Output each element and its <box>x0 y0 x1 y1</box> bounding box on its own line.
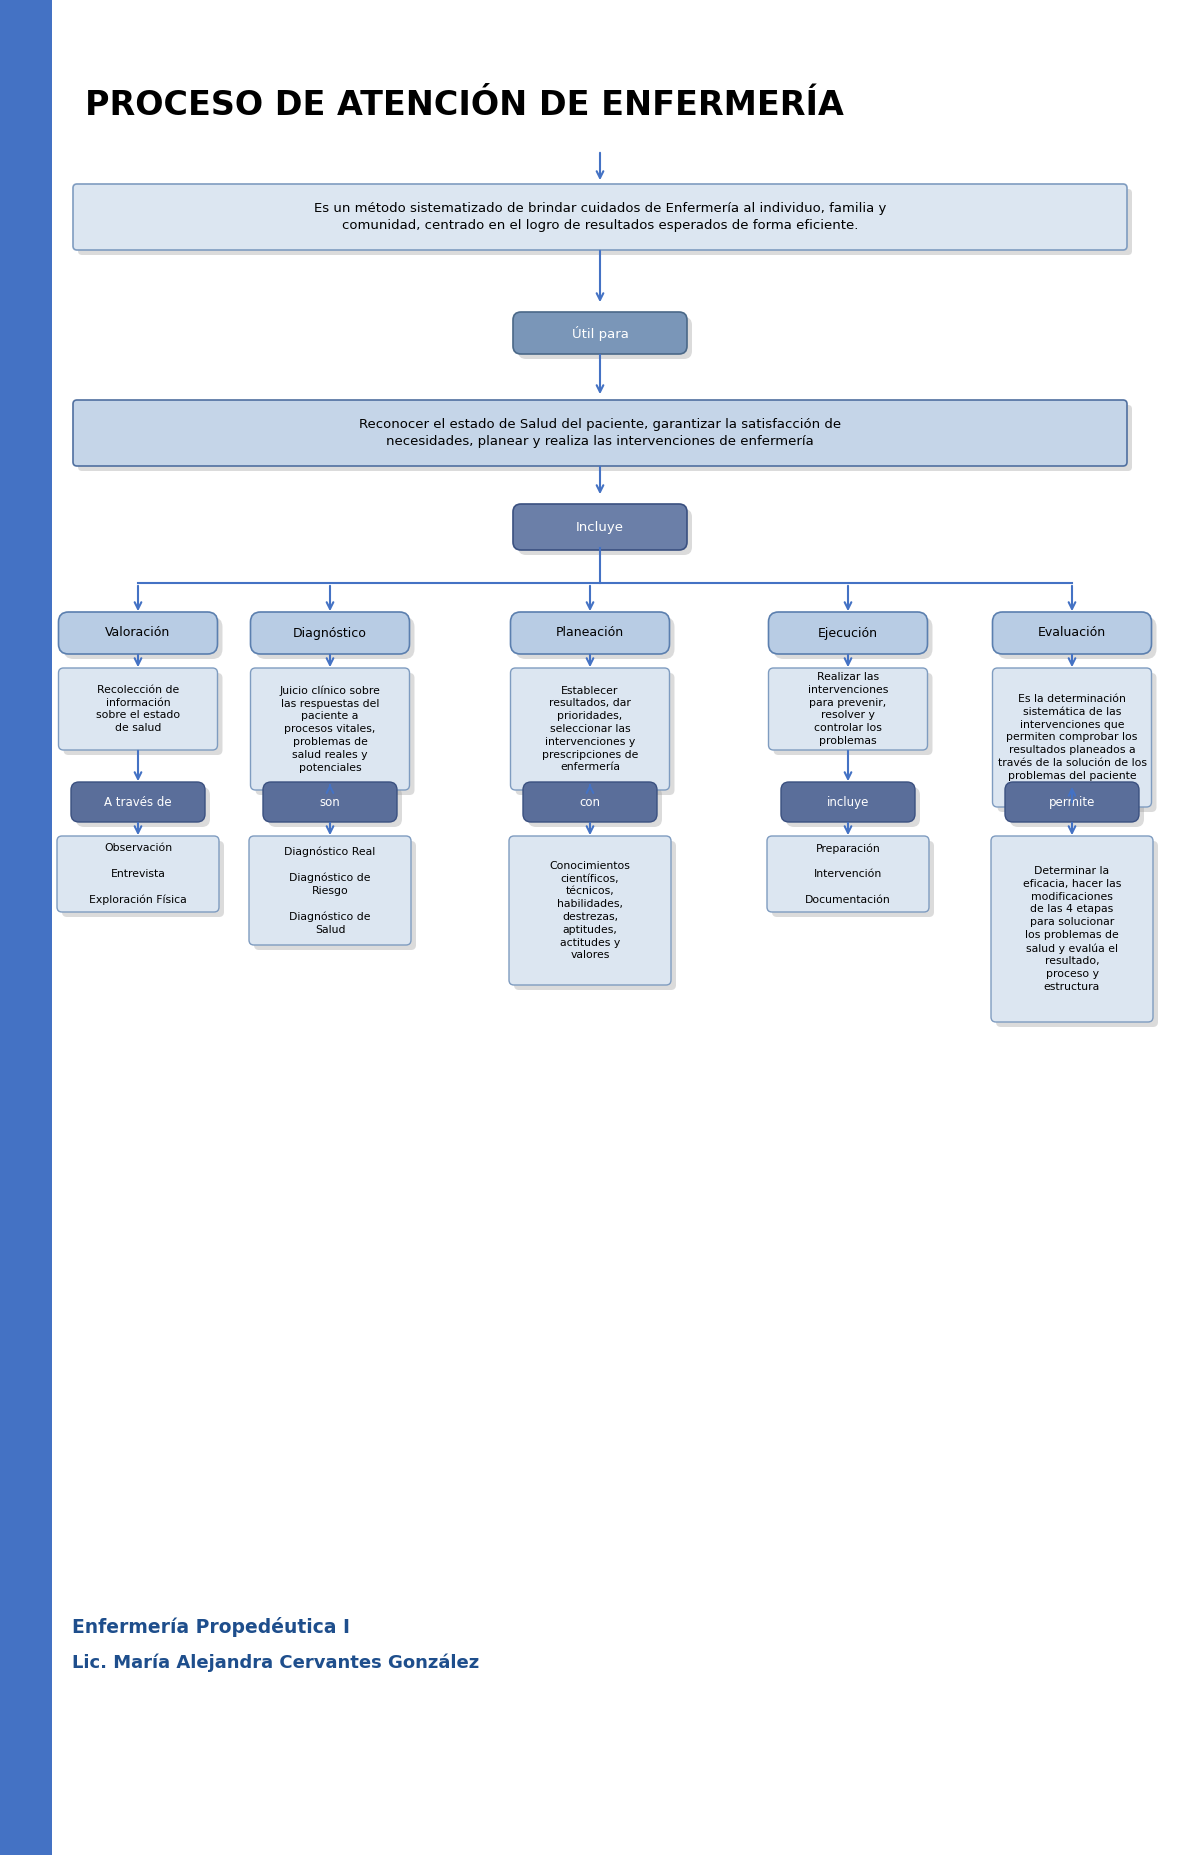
FancyBboxPatch shape <box>78 189 1132 254</box>
FancyBboxPatch shape <box>996 840 1158 1028</box>
FancyBboxPatch shape <box>78 404 1132 471</box>
Text: permite: permite <box>1049 796 1096 809</box>
Text: Evaluación: Evaluación <box>1038 627 1106 640</box>
FancyBboxPatch shape <box>256 618 414 659</box>
FancyBboxPatch shape <box>73 184 1127 250</box>
Text: Es la determinación
sistemática de las
intervenciones que
permiten comprobar los: Es la determinación sistemática de las i… <box>997 694 1146 781</box>
FancyBboxPatch shape <box>76 787 210 827</box>
FancyBboxPatch shape <box>514 840 676 991</box>
FancyBboxPatch shape <box>510 668 670 790</box>
Text: Observación

Entrevista

Exploración Física: Observación Entrevista Exploración Físic… <box>89 842 187 905</box>
FancyBboxPatch shape <box>768 612 928 655</box>
Text: Útil para: Útil para <box>571 325 629 341</box>
Text: PROCESO DE ATENCIÓN DE ENFERMERÍA: PROCESO DE ATENCIÓN DE ENFERMERÍA <box>85 89 844 121</box>
Text: Preparación

Intervención

Documentación: Preparación Intervención Documentación <box>805 844 890 905</box>
FancyBboxPatch shape <box>1006 783 1139 822</box>
Text: incluye: incluye <box>827 796 869 809</box>
FancyBboxPatch shape <box>991 837 1153 1022</box>
FancyBboxPatch shape <box>774 618 932 659</box>
Text: Valoración: Valoración <box>106 627 170 640</box>
FancyBboxPatch shape <box>992 612 1152 655</box>
FancyBboxPatch shape <box>64 618 222 659</box>
FancyBboxPatch shape <box>59 612 217 655</box>
Text: son: son <box>319 796 341 809</box>
FancyBboxPatch shape <box>523 783 658 822</box>
FancyBboxPatch shape <box>997 618 1157 659</box>
FancyBboxPatch shape <box>62 840 224 916</box>
Text: Enfermería Propedéutica I: Enfermería Propedéutica I <box>72 1618 350 1636</box>
FancyBboxPatch shape <box>73 401 1127 466</box>
FancyBboxPatch shape <box>772 840 934 916</box>
Text: Determinar la
eficacia, hacer las
modificaciones
de las 4 etapas
para solucionar: Determinar la eficacia, hacer las modifi… <box>1022 866 1121 992</box>
Text: Diagnóstico: Diagnóstico <box>293 627 367 640</box>
Text: Es un método sistematizado de brindar cuidados de Enfermería al individuo, famil: Es un método sistematizado de brindar cu… <box>314 202 886 232</box>
Text: Conocimientos
científicos,
técnicos,
habilidades,
destrezas,
aptitudes,
actitude: Conocimientos científicos, técnicos, hab… <box>550 861 630 961</box>
FancyBboxPatch shape <box>71 783 205 822</box>
Text: Recolección de
información
sobre el estado
de salud: Recolección de información sobre el esta… <box>96 684 180 733</box>
FancyBboxPatch shape <box>509 837 671 985</box>
FancyBboxPatch shape <box>1010 787 1144 827</box>
FancyBboxPatch shape <box>992 668 1152 807</box>
FancyBboxPatch shape <box>516 618 674 659</box>
FancyBboxPatch shape <box>514 312 688 354</box>
FancyBboxPatch shape <box>64 673 222 755</box>
FancyBboxPatch shape <box>786 787 920 827</box>
FancyBboxPatch shape <box>518 508 692 555</box>
Text: A través de: A través de <box>104 796 172 809</box>
Text: Diagnóstico Real

Diagnóstico de
Riesgo

Diagnóstico de
Salud: Diagnóstico Real Diagnóstico de Riesgo D… <box>284 846 376 935</box>
Text: Incluye: Incluye <box>576 521 624 534</box>
Text: Establecer
resultados, dar
prioridades,
seleccionar las
intervenciones y
prescri: Establecer resultados, dar prioridades, … <box>542 686 638 772</box>
FancyBboxPatch shape <box>59 668 217 749</box>
FancyBboxPatch shape <box>768 668 928 749</box>
FancyBboxPatch shape <box>268 787 402 827</box>
FancyBboxPatch shape <box>767 837 929 913</box>
FancyBboxPatch shape <box>510 612 670 655</box>
Text: Lic. María Alejandra Cervantes González: Lic. María Alejandra Cervantes González <box>72 1655 479 1671</box>
FancyBboxPatch shape <box>774 673 932 755</box>
Text: con: con <box>580 796 600 809</box>
FancyBboxPatch shape <box>781 783 916 822</box>
FancyBboxPatch shape <box>263 783 397 822</box>
FancyBboxPatch shape <box>251 612 409 655</box>
Text: Ejecución: Ejecución <box>818 627 878 640</box>
FancyBboxPatch shape <box>250 837 410 944</box>
FancyBboxPatch shape <box>514 505 688 549</box>
FancyBboxPatch shape <box>997 673 1157 812</box>
FancyBboxPatch shape <box>56 837 220 913</box>
Bar <box>0 0 52 1855</box>
Text: Reconocer el estado de Salud del paciente, garantizar la satisfacción de
necesid: Reconocer el estado de Salud del pacient… <box>359 417 841 447</box>
FancyBboxPatch shape <box>251 668 409 790</box>
Text: Realizar las
intervenciones
para prevenir,
resolver y
controlar los
problemas: Realizar las intervenciones para preveni… <box>808 672 888 746</box>
Text: Planeación: Planeación <box>556 627 624 640</box>
FancyBboxPatch shape <box>254 840 416 950</box>
FancyBboxPatch shape <box>518 317 692 360</box>
Text: Juicio clínico sobre
las respuestas del
paciente a
procesos vitales,
problemas d: Juicio clínico sobre las respuestas del … <box>280 684 380 774</box>
FancyBboxPatch shape <box>256 673 414 796</box>
FancyBboxPatch shape <box>516 673 674 796</box>
FancyBboxPatch shape <box>528 787 662 827</box>
